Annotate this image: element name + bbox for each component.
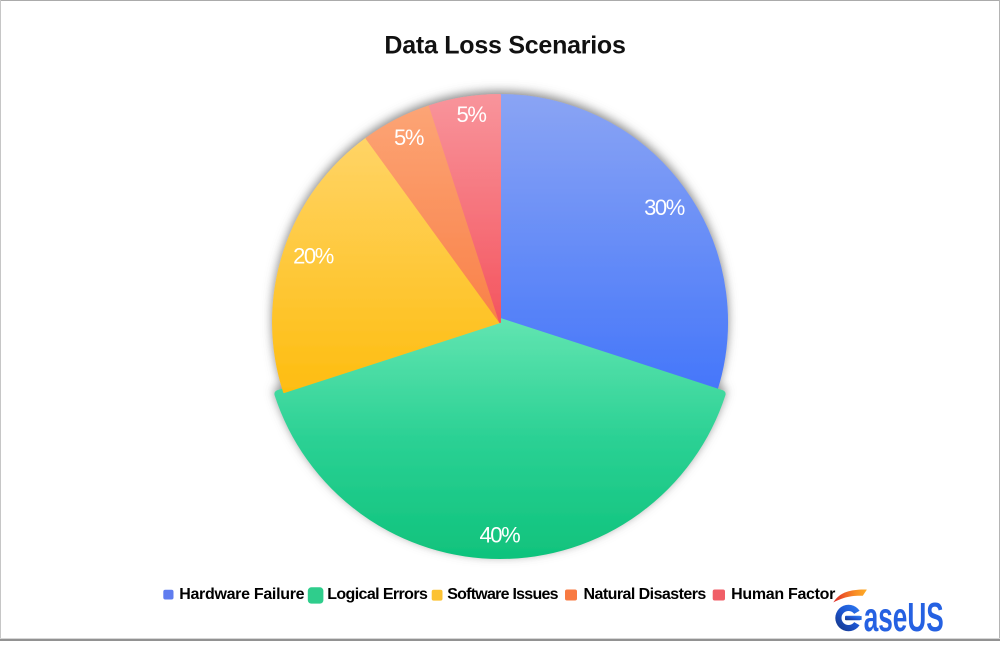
svg-text:40%: 40% bbox=[479, 523, 520, 548]
svg-text:Data Loss Scenarios: Data Loss Scenarios bbox=[384, 32, 625, 60]
svg-text:Hardware Failure: Hardware Failure bbox=[179, 586, 304, 603]
svg-text:30%: 30% bbox=[644, 195, 685, 220]
svg-text:Software Issues: Software Issues bbox=[447, 586, 558, 603]
svg-text:Human Factor: Human Factor bbox=[731, 586, 835, 603]
svg-text:Logical Errors: Logical Errors bbox=[327, 586, 428, 603]
svg-text:Natural Disasters: Natural Disasters bbox=[584, 586, 707, 603]
svg-text:5%: 5% bbox=[457, 102, 487, 127]
svg-text:aseUS: aseUS bbox=[864, 594, 944, 640]
svg-text:5%: 5% bbox=[394, 125, 424, 150]
svg-text:20%: 20% bbox=[293, 244, 334, 269]
